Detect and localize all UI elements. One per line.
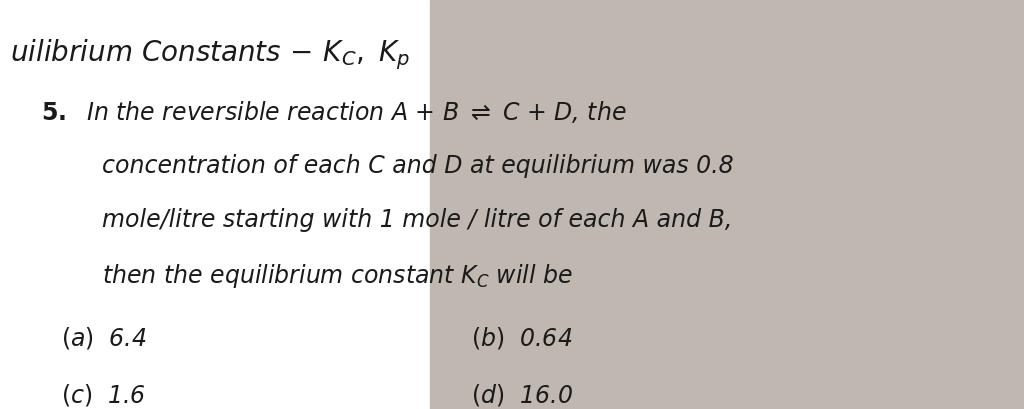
Text: mole/litre starting with 1 mole / litre of each A and B,: mole/litre starting with 1 mole / litre … <box>102 208 733 232</box>
Text: $\mathit{(d)}$  16.0: $\mathit{(d)}$ 16.0 <box>471 382 572 408</box>
Text: $\it{uilibrium\ Constants}$ $-$ $K_C,\ K_p$: $\it{uilibrium\ Constants}$ $-$ $K_C,\ K… <box>10 37 411 72</box>
Text: concentration of each C and D at equilibrium was 0.8: concentration of each C and D at equilib… <box>102 154 734 178</box>
Text: $\mathbf{5.}$  In the reversible reaction A + B $\rightleftharpoons$ C + D, the: $\mathbf{5.}$ In the reversible reaction… <box>41 99 627 126</box>
Text: $\mathit{(b)}$  0.64: $\mathit{(b)}$ 0.64 <box>471 325 572 351</box>
Text: $\mathit{(a)}$  6.4: $\mathit{(a)}$ 6.4 <box>61 325 147 351</box>
Text: $\mathit{(c)}$  1.6: $\mathit{(c)}$ 1.6 <box>61 382 146 408</box>
Text: then the equilibrium constant $K_C$ will be: then the equilibrium constant $K_C$ will… <box>102 263 573 290</box>
